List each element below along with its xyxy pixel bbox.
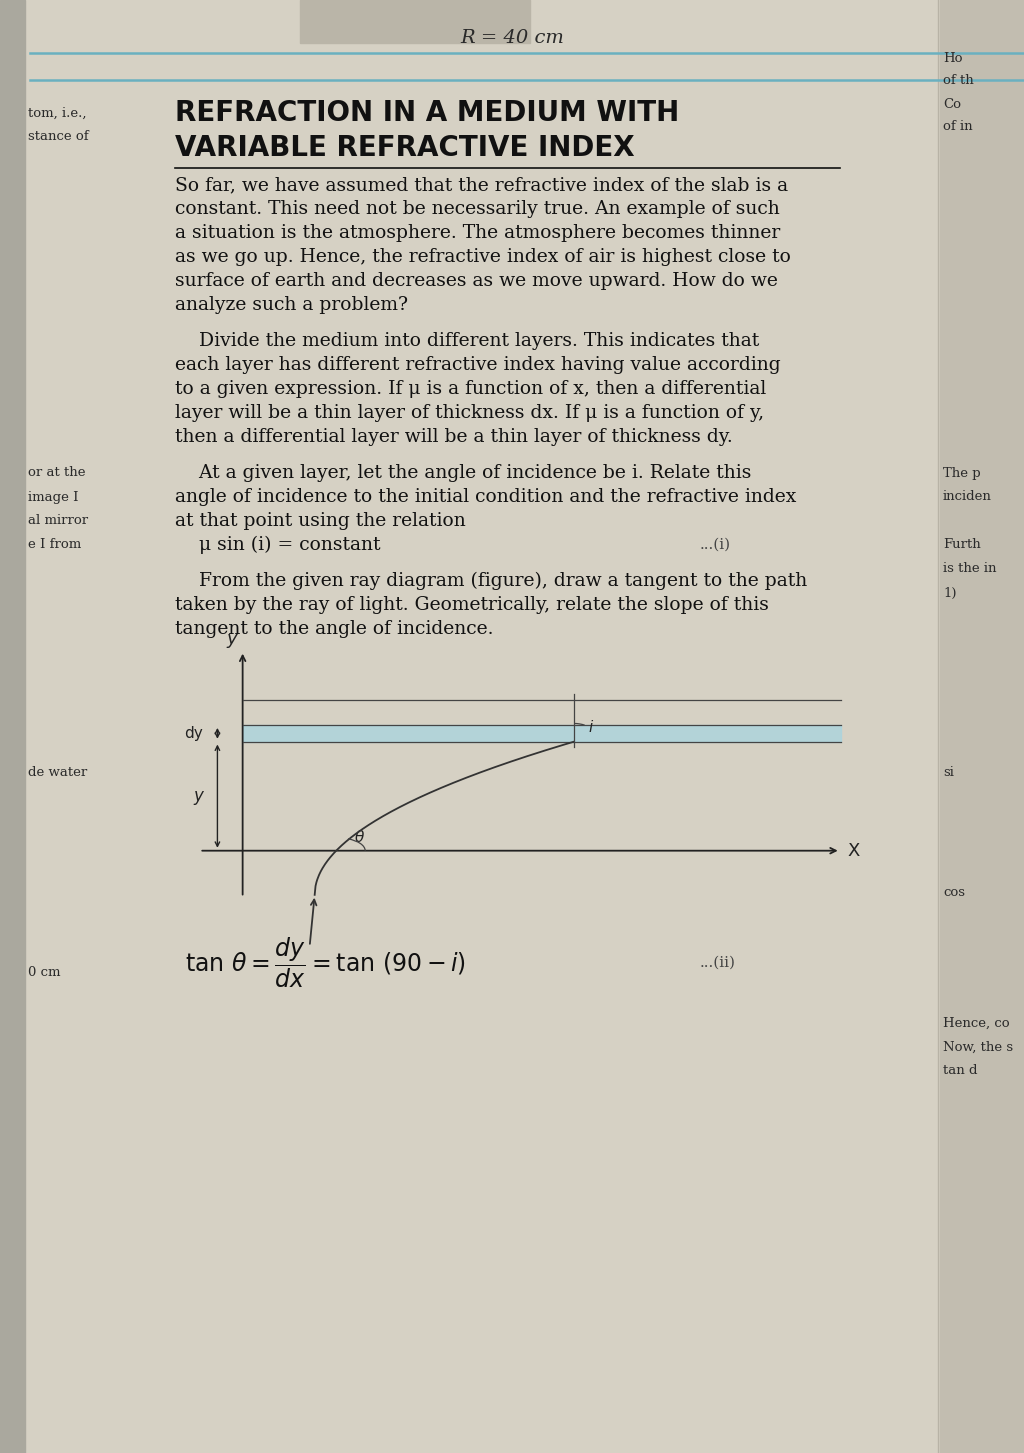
Text: cos: cos <box>943 886 965 899</box>
Text: R = 40 cm: R = 40 cm <box>460 29 564 46</box>
Text: constant. This need not be necessarily true. An example of such: constant. This need not be necessarily t… <box>175 201 779 218</box>
Text: layer will be a thin layer of thickness dx. If μ is a function of y,: layer will be a thin layer of thickness … <box>175 404 764 421</box>
Text: 1): 1) <box>943 587 956 600</box>
Text: y: y <box>194 788 203 805</box>
Text: ...(ii): ...(ii) <box>700 956 736 971</box>
Text: inciden: inciden <box>943 491 992 504</box>
Text: e I from: e I from <box>28 539 81 552</box>
Text: de water: de water <box>28 767 87 779</box>
Bar <box>940 0 1024 1453</box>
Bar <box>243 725 841 741</box>
Text: Now, the s: Now, the s <box>943 1040 1013 1053</box>
Text: From the given ray diagram (figure), draw a tangent to the path: From the given ray diagram (figure), dra… <box>175 572 807 590</box>
Text: So far, we have assumed that the refractive index of the slab is a: So far, we have assumed that the refract… <box>175 176 788 195</box>
Text: θ: θ <box>354 831 364 846</box>
Text: angle of incidence to the initial condition and the refractive index: angle of incidence to the initial condit… <box>175 488 797 506</box>
Text: Co: Co <box>943 97 961 110</box>
Text: μ sin (i) = constant: μ sin (i) = constant <box>175 536 381 554</box>
Text: al mirror: al mirror <box>28 514 88 527</box>
Text: i: i <box>589 721 593 735</box>
Text: then a differential layer will be a thin layer of thickness dy.: then a differential layer will be a thin… <box>175 429 733 446</box>
Text: surface of earth and decreases as we move upward. How do we: surface of earth and decreases as we mov… <box>175 272 778 291</box>
Text: each layer has different refractive index having value according: each layer has different refractive inde… <box>175 356 780 373</box>
Text: to a given expression. If μ is a function of x, then a differential: to a given expression. If μ is a functio… <box>175 381 766 398</box>
Text: tom, i.e.,: tom, i.e., <box>28 106 86 119</box>
Text: taken by the ray of light. Geometrically, relate the slope of this: taken by the ray of light. Geometrically… <box>175 596 769 615</box>
Text: image I: image I <box>28 491 79 504</box>
Text: X: X <box>848 841 860 860</box>
Text: At a given layer, let the angle of incidence be i. Relate this: At a given layer, let the angle of incid… <box>175 464 752 482</box>
Text: Divide the medium into different layers. This indicates that: Divide the medium into different layers.… <box>175 331 759 350</box>
Text: Hence, co: Hence, co <box>943 1017 1010 1030</box>
Text: or at the: or at the <box>28 466 85 479</box>
Text: ...(i): ...(i) <box>700 538 731 552</box>
Text: analyze such a problem?: analyze such a problem? <box>175 296 408 314</box>
Bar <box>300 0 530 44</box>
Text: is the in: is the in <box>943 562 996 575</box>
Text: REFRACTION IN A MEDIUM WITH: REFRACTION IN A MEDIUM WITH <box>175 99 679 126</box>
Text: of th: of th <box>943 74 974 87</box>
Text: y: y <box>226 631 238 648</box>
Text: si: si <box>943 767 954 779</box>
Text: a situation is the atmosphere. The atmosphere becomes thinner: a situation is the atmosphere. The atmos… <box>175 224 780 243</box>
Text: tangent to the angle of incidence.: tangent to the angle of incidence. <box>175 620 494 638</box>
Text: stance of: stance of <box>28 131 89 144</box>
Text: at that point using the relation: at that point using the relation <box>175 511 466 530</box>
Text: VARIABLE REFRACTIVE INDEX: VARIABLE REFRACTIVE INDEX <box>175 134 635 161</box>
Text: The p: The p <box>943 466 981 479</box>
Text: of in: of in <box>943 121 973 134</box>
Bar <box>0 0 25 1453</box>
Text: as we go up. Hence, the refractive index of air is highest close to: as we go up. Hence, the refractive index… <box>175 248 791 266</box>
Text: Ho: Ho <box>943 51 963 64</box>
Text: Furth: Furth <box>943 539 981 552</box>
Text: $\tan\,\theta = \dfrac{dy}{dx} = \tan\,(90-i)$: $\tan\,\theta = \dfrac{dy}{dx} = \tan\,(… <box>185 936 466 989</box>
Text: tan d: tan d <box>943 1065 978 1078</box>
Text: 0 cm: 0 cm <box>28 966 60 979</box>
Text: dy: dy <box>184 726 203 741</box>
